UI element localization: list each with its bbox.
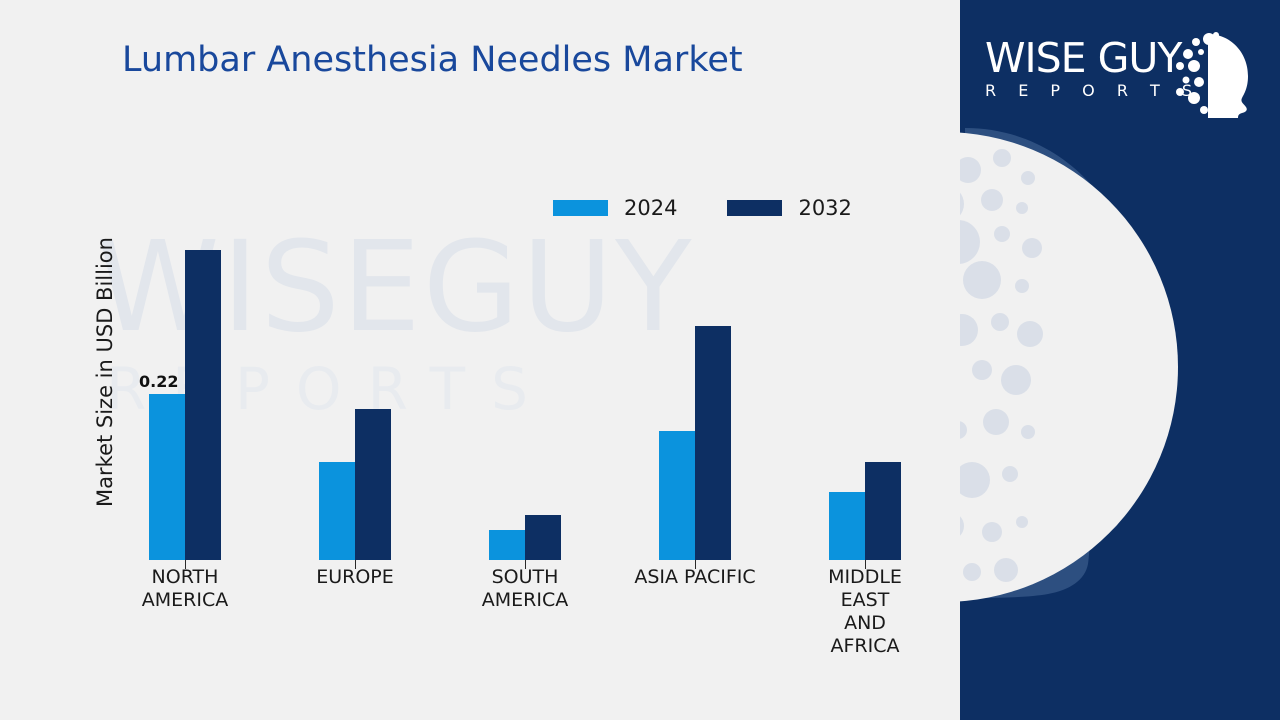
y-axis-label: Market Size in USD Billion xyxy=(93,237,117,507)
page-title: Lumbar Anesthesia Needles Market xyxy=(122,40,743,80)
legend-item-2024[interactable]: 2024 xyxy=(553,196,677,220)
x-tick-europe xyxy=(355,560,356,569)
bar-value-label: 0.22 xyxy=(139,371,179,391)
bar-2024-south-america xyxy=(489,529,525,560)
bar-2024-middle-east-and-africa xyxy=(829,491,865,560)
decorative-dot xyxy=(1016,202,1028,214)
x-tick-south-america xyxy=(525,560,526,569)
decorative-dot xyxy=(1015,279,1029,293)
decorative-dot xyxy=(1002,466,1018,482)
chart-legend: 2024 2032 xyxy=(553,196,852,220)
decorative-dot xyxy=(1017,321,1043,347)
decorative-dot xyxy=(1021,171,1035,185)
bar-2032-north-america xyxy=(185,250,221,560)
decorative-dot xyxy=(982,522,1002,542)
decorative-dot xyxy=(994,558,1018,582)
brand-panel xyxy=(960,0,1280,720)
logo-subwordmark: R E P O R T S xyxy=(985,81,1201,100)
x-label-north-america: NORTH AMERICA xyxy=(141,566,229,611)
decorative-dot xyxy=(963,261,1001,299)
legend-swatch-2024 xyxy=(553,200,608,216)
bar-2024-europe xyxy=(319,461,355,560)
legend-swatch-2032 xyxy=(727,200,783,216)
decorative-dot xyxy=(960,462,990,498)
logo-head-dots-icon xyxy=(1176,32,1248,118)
decorative-dot xyxy=(1022,238,1042,258)
x-label-south-america: SOUTH AMERICA xyxy=(481,566,569,611)
decorative-dot xyxy=(993,149,1011,167)
x-tick-north-america xyxy=(185,560,186,569)
bar-2032-south-america xyxy=(525,514,561,560)
decorative-dot xyxy=(960,157,981,183)
x-label-middle-east-and-africa: MIDDLE EAST AND AFRICA xyxy=(828,566,902,657)
bar-2024-north-america xyxy=(149,393,185,560)
decorative-dot xyxy=(994,226,1010,242)
legend-item-2032[interactable]: 2032 xyxy=(727,196,852,220)
decorative-dot xyxy=(1001,365,1031,395)
x-label-europe: EUROPE xyxy=(316,566,394,588)
x-label-asia-pacific: ASIA PACIFIC xyxy=(634,566,756,588)
decorative-dot xyxy=(1021,425,1035,439)
plot-area: Market Size in USD Billion 0.22 NORTH AM… xyxy=(93,237,902,657)
decorative-dot xyxy=(972,360,992,380)
x-tick-asia-pacific xyxy=(695,560,696,569)
decorative-dot xyxy=(960,421,967,439)
logo-wordmark: WISE GUY xyxy=(985,34,1182,82)
decorative-dot xyxy=(983,409,1009,435)
bar-2032-middle-east-and-africa xyxy=(865,461,901,560)
decorative-dot xyxy=(960,314,978,346)
x-tick-middle-east-and-africa xyxy=(865,560,866,569)
bar-2032-asia-pacific xyxy=(695,325,731,560)
legend-label-2024: 2024 xyxy=(624,196,678,220)
brand-dot-cluster xyxy=(960,130,1184,604)
decorative-dot xyxy=(960,512,964,540)
decorative-dot xyxy=(991,313,1009,331)
decorative-dot xyxy=(963,563,981,581)
decorative-dot xyxy=(960,186,964,222)
bar-2032-europe xyxy=(355,408,391,560)
decorative-dot xyxy=(1016,516,1028,528)
decorative-dot xyxy=(960,220,980,264)
legend-label-2032: 2032 xyxy=(798,196,852,220)
wiseguy-logo: WISE GUY R E P O R T S xyxy=(985,32,1250,118)
bar-2024-asia-pacific xyxy=(659,431,695,560)
decorative-dot xyxy=(981,189,1003,211)
